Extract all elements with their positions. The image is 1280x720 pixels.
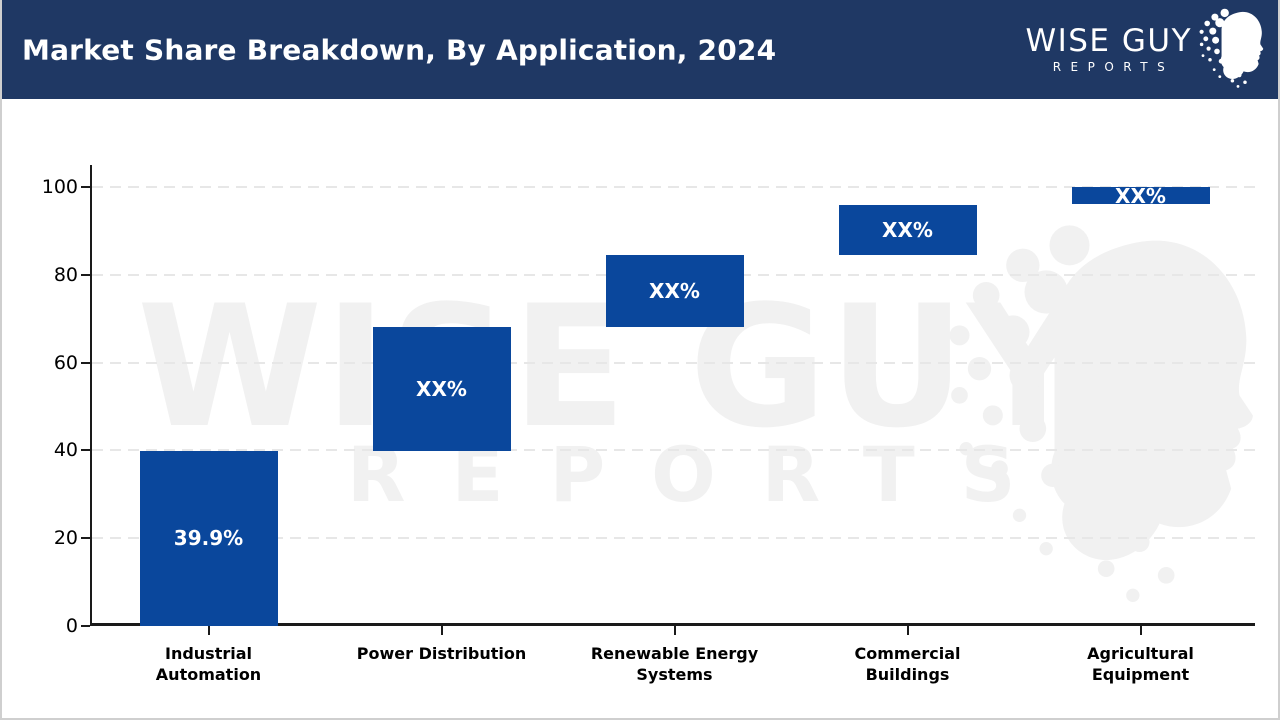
gridline-60 (92, 361, 1255, 364)
x-tick-label-power-distribution: Power Distribution (356, 644, 527, 663)
page-title: Market Share Breakdown, By Application, … (22, 33, 777, 66)
y-tick-label: 60 (53, 351, 78, 374)
y-tick-mark (81, 625, 90, 627)
x-tick-label-agricultural-equipment: Agricultural Equipment (1087, 644, 1194, 684)
bar-agricultural-equipment: XX% (1071, 186, 1210, 205)
x-tick-label-renewable-energy-systems: Renewable Energy Systems (590, 644, 759, 684)
x-tick-mark (440, 626, 443, 635)
x-tick-mark (673, 626, 676, 635)
bar-value-label: XX% (1115, 186, 1166, 205)
y-tick-mark (81, 185, 90, 188)
brand-logo: WISE GUY REPORTS (1025, 8, 1268, 92)
bar-renewable-energy-systems: XX% (605, 255, 744, 328)
brand-wordmark: WISE GUY (1025, 23, 1192, 60)
x-tick-label-commercial-buildings: Commercial Buildings (854, 644, 961, 684)
y-tick-label: 40 (53, 439, 78, 462)
x-tick-mark (207, 626, 210, 635)
bar-value-label: XX% (416, 377, 467, 402)
y-tick-mark (81, 273, 90, 276)
bar-value-label: 39.9% (173, 526, 244, 551)
x-tick-label-industrial-automation: Industrial Automation (155, 644, 262, 684)
y-tick-label: 20 (53, 527, 78, 550)
y-tick-mark (81, 537, 90, 540)
x-tick-mark (1139, 626, 1142, 635)
y-tick-mark (81, 361, 90, 364)
bar-power-distribution: XX% (372, 327, 511, 451)
brand-subtext: REPORTS (1052, 59, 1175, 74)
y-tick-mark (81, 449, 90, 452)
y-tick-label: 80 (53, 263, 78, 286)
brand-head-icon (1199, 8, 1264, 88)
gridline-100 (92, 185, 1255, 188)
brand-logo-text: WISE GUY REPORTS (1025, 25, 1192, 74)
bar-value-label: XX% (649, 279, 700, 304)
y-tick-label: 0 (65, 615, 78, 637)
x-tick-mark (906, 626, 909, 635)
y-tick-label: 100 (41, 175, 78, 198)
gridline-20 (92, 537, 1255, 540)
bar-value-label: XX% (882, 217, 933, 242)
header-bar: Market Share Breakdown, By Application, … (2, 0, 1278, 99)
gridline-40 (92, 449, 1255, 452)
bar-commercial-buildings: XX% (838, 204, 977, 256)
bar-industrial-automation: 39.9% (139, 450, 278, 626)
